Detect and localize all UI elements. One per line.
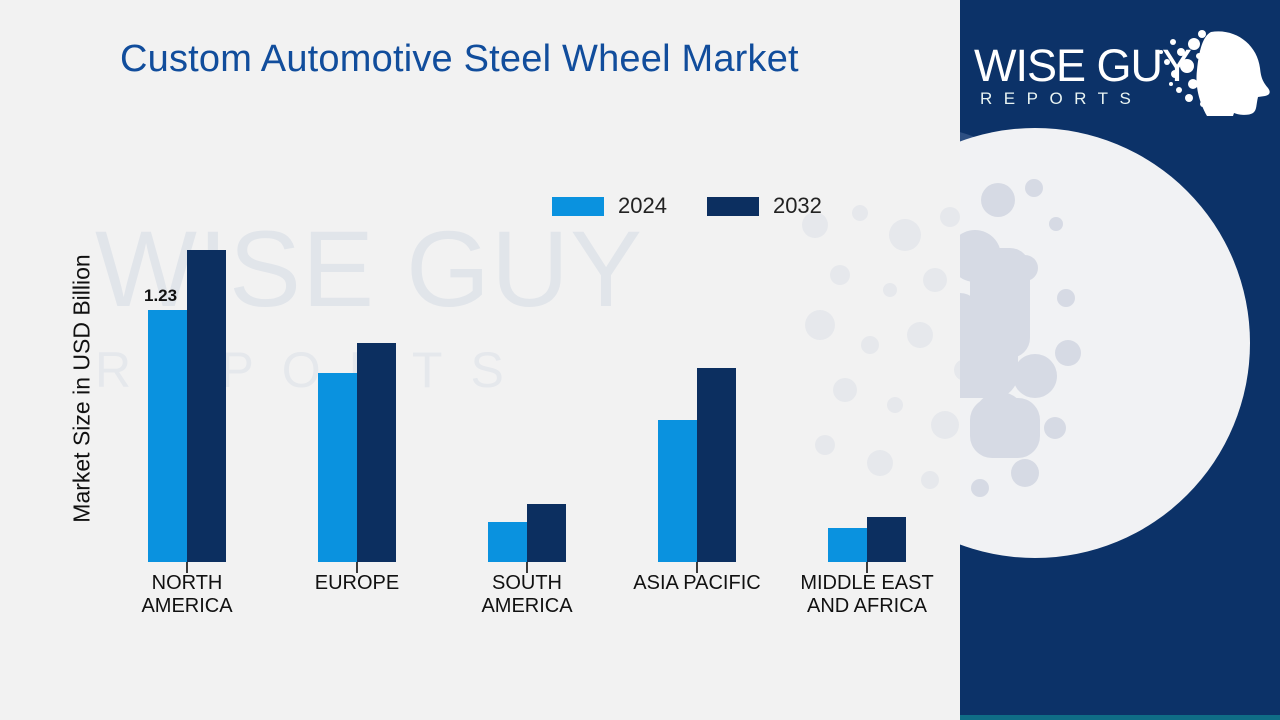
chart-legend: 2024 2032 (552, 193, 822, 219)
plot-area: 1.23 NORTH AMERICA EUROPE SOUTH AMERICA ASIA… (110, 200, 934, 617)
category-label: MIDDLE EAST AND AFRICA (800, 572, 934, 618)
bar-2032[interactable] (867, 517, 906, 562)
bar-2032[interactable] (187, 250, 226, 562)
bar-2024[interactable]: 1.23 (144, 286, 187, 562)
bar-2024[interactable] (828, 528, 867, 562)
bar-2024[interactable] (658, 420, 697, 562)
head-silhouette-icon (1159, 30, 1270, 116)
bar-group: SOUTH AMERICA (481, 200, 573, 617)
bar-group: 1.23 NORTH AMERICA (141, 200, 233, 617)
bar-value-label: 1.23 (144, 286, 178, 305)
axis-tick (866, 562, 868, 573)
legend-label-2024: 2024 (618, 193, 667, 218)
bar-group: ASIA PACIFIC (633, 200, 761, 594)
category-label: ASIA PACIFIC (633, 572, 761, 594)
axis-tick (186, 562, 188, 573)
axis-tick (356, 562, 358, 573)
brand-accent-strip (960, 715, 1280, 720)
legend-item-2024[interactable]: 2024 (552, 193, 667, 219)
category-label: NORTH AMERICA (141, 572, 233, 618)
category-label: SOUTH AMERICA (481, 572, 573, 618)
bar-2024[interactable] (488, 522, 527, 562)
bar-2032[interactable] (697, 368, 736, 562)
bar-group: EUROPE (315, 200, 399, 594)
bar-2032[interactable] (357, 343, 396, 562)
brand-panel: WISE GUY REPORTS (960, 0, 1280, 720)
chart-panel: WISE GUY REPORTS Custom Au (68, 38, 960, 617)
axis-tick (526, 562, 528, 573)
axis-tick (696, 562, 698, 573)
legend-item-2032[interactable]: 2032 (706, 193, 822, 219)
legend-swatch-2032-icon (706, 196, 759, 216)
legend-label-2032: 2032 (772, 193, 822, 218)
brand-circle-dots-icon (960, 179, 1081, 497)
y-axis-title: Market Size in USD Billion (68, 254, 95, 523)
brand-logo: WISE GUY REPORTS (974, 26, 1274, 116)
bar-group: MIDDLE EAST AND AFRICA (800, 200, 934, 617)
legend-swatch-2024-icon (552, 196, 604, 216)
category-label: EUROPE (314, 572, 400, 594)
bar-2024[interactable] (318, 373, 357, 562)
brand-wordmark: WISE GUY (974, 40, 1192, 91)
brand-subtitle: REPORTS (980, 89, 1143, 108)
bar-2032[interactable] (527, 504, 566, 562)
page-title: Custom Automotive Steel Wheel Market (120, 38, 799, 80)
